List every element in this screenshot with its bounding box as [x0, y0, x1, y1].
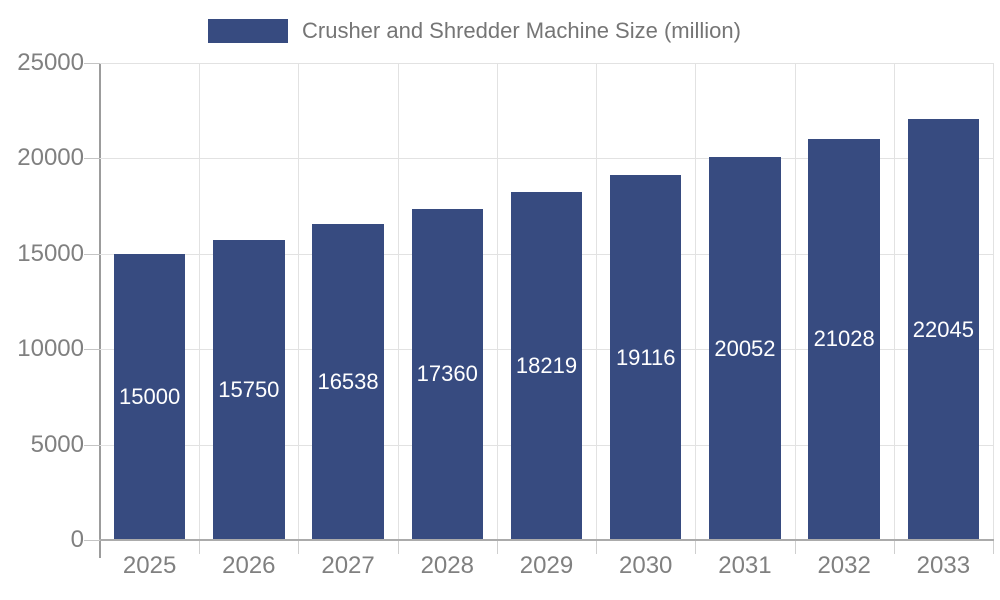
h-gridline: [100, 63, 993, 64]
x-axis-tick: [695, 541, 697, 554]
bar-2026[interactable]: 15750: [213, 239, 285, 540]
y-axis-tick: [84, 540, 100, 541]
y-axis-tick-label: 10000: [17, 335, 84, 363]
x-axis-line: [99, 539, 994, 541]
bar-2028[interactable]: 17360: [411, 208, 483, 540]
bar-value-label: 19116: [615, 344, 676, 370]
bar-2030[interactable]: 19116: [610, 175, 682, 540]
v-gridline: [397, 63, 399, 540]
bar-value-label: 22045: [912, 316, 974, 342]
y-axis-tick-label: 5000: [30, 430, 84, 458]
y-axis-tick: [84, 63, 100, 64]
bar-value-label: 17360: [416, 361, 478, 387]
x-axis-tick-label: 2025: [122, 552, 177, 579]
plot-area: 15000 15750 16538 17360 18219 19116 20052 21028…: [100, 63, 994, 540]
y-axis-tick: [84, 444, 100, 446]
y-axis-tick-label: 0: [70, 526, 84, 553]
bar-2025[interactable]: 15000: [113, 253, 186, 540]
y-axis-tick-label: 20000: [17, 144, 84, 172]
x-axis-tick: [199, 541, 201, 554]
bar-value-label: 16538: [317, 369, 379, 395]
h-gridline: [100, 158, 993, 160]
v-gridline: [893, 63, 895, 540]
bar-value-label: 15000: [119, 383, 181, 409]
y-axis-tick: [84, 349, 100, 351]
y-axis-tick-label: 25000: [17, 49, 84, 76]
bar-2032[interactable]: 21028: [808, 138, 880, 540]
x-axis-tick-label: 2033: [916, 552, 971, 579]
y-axis-line: [99, 63, 101, 558]
x-axis-tick: [298, 541, 300, 554]
bar-value-label: 20052: [714, 335, 776, 361]
x-axis-tick: [496, 541, 498, 554]
x-axis-tick-label: 2031: [718, 552, 772, 579]
v-gridline: [199, 63, 201, 540]
bar-2027[interactable]: 16538: [312, 224, 384, 540]
x-axis-tick: [794, 541, 796, 554]
x-axis-tick-label: 2027: [321, 552, 375, 579]
x-axis-tick: [596, 541, 598, 554]
bar-value-label: 18219: [515, 353, 578, 379]
v-gridline: [496, 63, 498, 540]
bar-value-label: 15750: [218, 376, 280, 402]
x-axis-tick-label: 2026: [222, 552, 276, 579]
legend-swatch-icon: [208, 19, 288, 43]
y-axis-tick: [84, 253, 100, 255]
x-axis-tick-label: 2032: [817, 552, 871, 579]
x-axis-tick-label: 2028: [420, 552, 474, 579]
v-gridline: [794, 63, 796, 540]
x-axis-tick: [893, 541, 895, 554]
v-gridline: [298, 63, 300, 540]
y-axis-tick: [84, 158, 100, 160]
x-axis-tick-label: 2029: [519, 552, 574, 579]
x-axis-tick: [993, 541, 994, 554]
legend-label: Crusher and Shredder Machine Size (milli…: [302, 18, 741, 43]
x-axis-tick: [397, 541, 399, 554]
bar-2033[interactable]: 22045: [907, 119, 980, 540]
bar-2031[interactable]: 20052: [709, 157, 781, 540]
v-gridline: [695, 63, 697, 540]
v-gridline: [993, 63, 994, 540]
x-axis-tick-label: 2030: [619, 552, 673, 579]
bar-2029[interactable]: 18219: [510, 192, 583, 540]
legend-item[interactable]: Crusher and Shredder Machine Size (milli…: [208, 18, 741, 44]
y-axis-tick-label: 15000: [17, 239, 84, 267]
v-gridline: [596, 63, 598, 540]
bar-value-label: 21028: [813, 326, 875, 352]
